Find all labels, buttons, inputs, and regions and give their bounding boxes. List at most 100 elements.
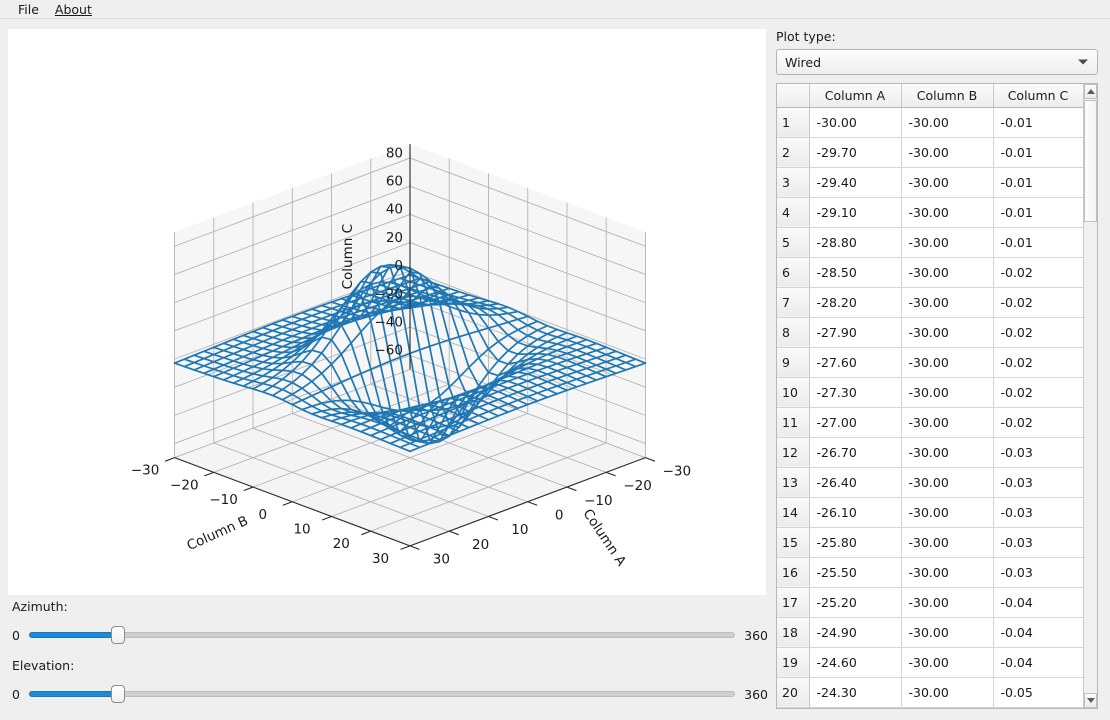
cell-column-c[interactable]: -0.02 [993,407,1084,438]
cell-column-a[interactable]: -26.70 [809,437,902,468]
row-header-cell[interactable]: 5 [777,227,810,258]
cell-column-c[interactable] [993,707,1084,708]
row-header-cell[interactable]: 18 [777,617,810,648]
cell-column-a[interactable]: -30.00 [809,107,902,138]
cell-column-c[interactable]: -0.02 [993,257,1084,288]
row-header-cell[interactable]: 11 [777,407,810,438]
cell-column-b[interactable]: -30.00 [901,647,994,678]
cell-column-c[interactable]: -0.02 [993,377,1084,408]
cell-column-a[interactable]: -24.60 [809,647,902,678]
row-header-cell[interactable]: 20 [777,677,810,708]
cell-column-c[interactable]: -0.02 [993,317,1084,348]
cell-column-a[interactable]: -29.10 [809,197,902,228]
table-row[interactable]: 7 -28.20 -30.00 -0.02 [777,287,1084,318]
cell-column-b[interactable]: -30.00 [901,197,994,228]
cell-column-a[interactable]: -26.40 [809,467,902,498]
cell-column-a[interactable]: -28.50 [809,257,902,288]
cell-column-b[interactable]: -30.00 [901,107,994,138]
scroll-up-button[interactable] [1084,84,1097,99]
row-header-cell[interactable]: 17 [777,587,810,618]
column-header-a[interactable]: Column A [809,84,902,108]
cell-column-b[interactable]: -30.00 [901,137,994,168]
table-row[interactable]: 9 -27.60 -30.00 -0.02 [777,347,1084,378]
row-header-cell[interactable]: 8 [777,317,810,348]
cell-column-c[interactable]: -0.01 [993,107,1084,138]
cell-column-b[interactable]: -30.00 [901,557,994,588]
cell-column-a[interactable]: -29.70 [809,137,902,168]
cell-column-b[interactable]: -30.00 [901,617,994,648]
table-row[interactable]: 3 -29.40 -30.00 -0.01 [777,167,1084,198]
menu-item-about[interactable]: About [47,1,100,18]
cell-column-a[interactable]: -27.90 [809,317,902,348]
table-row[interactable]: 4 -29.10 -30.00 -0.01 [777,197,1084,228]
cell-column-c[interactable]: -0.04 [993,647,1084,678]
cell-column-b[interactable]: -30.00 [901,467,994,498]
data-table-container[interactable]: Column A Column B Column C 1 -30.00 -30.00… [776,83,1098,709]
cell-column-b[interactable]: -30.00 [901,347,994,378]
table-row[interactable]: 1 -30.00 -30.00 -0.01 [777,107,1084,138]
cell-column-c[interactable]: -0.03 [993,467,1084,498]
cell-column-b[interactable]: -30.00 [901,497,994,528]
cell-column-a[interactable]: -29.40 [809,167,902,198]
scrollbar-thumb[interactable] [1084,100,1097,222]
cell-column-b[interactable]: -30.00 [901,167,994,198]
cell-column-c[interactable]: -0.01 [993,137,1084,168]
table-row[interactable]: 12 -26.70 -30.00 -0.03 [777,437,1084,468]
menu-item-file[interactable]: File [18,1,39,17]
azimuth-slider[interactable] [28,626,736,644]
cell-column-c[interactable]: -0.04 [993,617,1084,648]
table-vertical-scrollbar[interactable] [1083,84,1097,708]
elevation-slider-thumb[interactable] [110,685,125,703]
cell-column-b[interactable]: -30.00 [901,317,994,348]
cell-column-b[interactable]: -30.00 [901,287,994,318]
row-header-cell[interactable]: 7 [777,287,810,318]
cell-column-a[interactable]: -27.60 [809,347,902,378]
table-row[interactable]: 2 -29.70 -30.00 -0.01 [777,137,1084,168]
azimuth-slider-thumb[interactable] [110,626,125,644]
cell-column-c[interactable]: -0.04 [993,587,1084,618]
cell-column-c[interactable]: -0.03 [993,557,1084,588]
cell-column-b[interactable]: -30.00 [901,677,994,708]
cell-column-a[interactable]: -26.10 [809,497,902,528]
table-row[interactable]: 14 -26.10 -30.00 -0.03 [777,497,1084,528]
cell-column-a[interactable]: -24.30 [809,677,902,708]
column-header-b[interactable]: Column B [901,84,994,108]
row-header-cell[interactable]: 19 [777,647,810,678]
table-row[interactable]: 18 -24.90 -30.00 -0.04 [777,617,1084,648]
cell-column-c[interactable]: -0.01 [993,167,1084,198]
row-header-cell[interactable]: 14 [777,497,810,528]
table-row[interactable]: 5 -28.80 -30.00 -0.01 [777,227,1084,258]
cell-column-c[interactable]: -0.02 [993,347,1084,378]
cell-column-b[interactable] [901,707,994,708]
plot-type-select[interactable]: Wired [776,49,1098,75]
row-header-cell[interactable]: 9 [777,347,810,378]
cell-column-c[interactable]: -0.01 [993,227,1084,258]
row-header-cell[interactable]: 2 [777,137,810,168]
table-row[interactable]: 11 -27.00 -30.00 -0.02 [777,407,1084,438]
scroll-down-button[interactable] [1084,693,1097,708]
row-header-cell[interactable]: 15 [777,527,810,558]
table-row[interactable]: 20 -24.30 -30.00 -0.05 [777,677,1084,708]
row-header-cell[interactable]: 10 [777,377,810,408]
table-row[interactable]: 15 -25.80 -30.00 -0.03 [777,527,1084,558]
cell-column-a[interactable]: -24.90 [809,617,902,648]
cell-column-a[interactable]: -25.20 [809,587,902,618]
table-row[interactable] [777,707,1084,708]
elevation-slider[interactable] [28,685,736,703]
table-row[interactable]: 16 -25.50 -30.00 -0.03 [777,557,1084,588]
table-row[interactable]: 6 -28.50 -30.00 -0.02 [777,257,1084,288]
table-row[interactable]: 10 -27.30 -30.00 -0.02 [777,377,1084,408]
cell-column-b[interactable]: -30.00 [901,437,994,468]
row-header-cell[interactable]: 4 [777,197,810,228]
cell-column-a[interactable]: -27.00 [809,407,902,438]
azimuth-slider-groove[interactable] [28,632,736,638]
row-header-cell[interactable] [777,707,810,708]
chevron-down-icon[interactable] [1078,59,1088,65]
row-header-cell[interactable]: 1 [777,107,810,138]
cell-column-b[interactable]: -30.00 [901,257,994,288]
table-row[interactable]: 8 -27.90 -30.00 -0.02 [777,317,1084,348]
row-header-cell[interactable]: 16 [777,557,810,588]
table-row[interactable]: 19 -24.60 -30.00 -0.04 [777,647,1084,678]
elevation-slider-groove[interactable] [28,691,736,697]
cell-column-c[interactable]: -0.03 [993,527,1084,558]
